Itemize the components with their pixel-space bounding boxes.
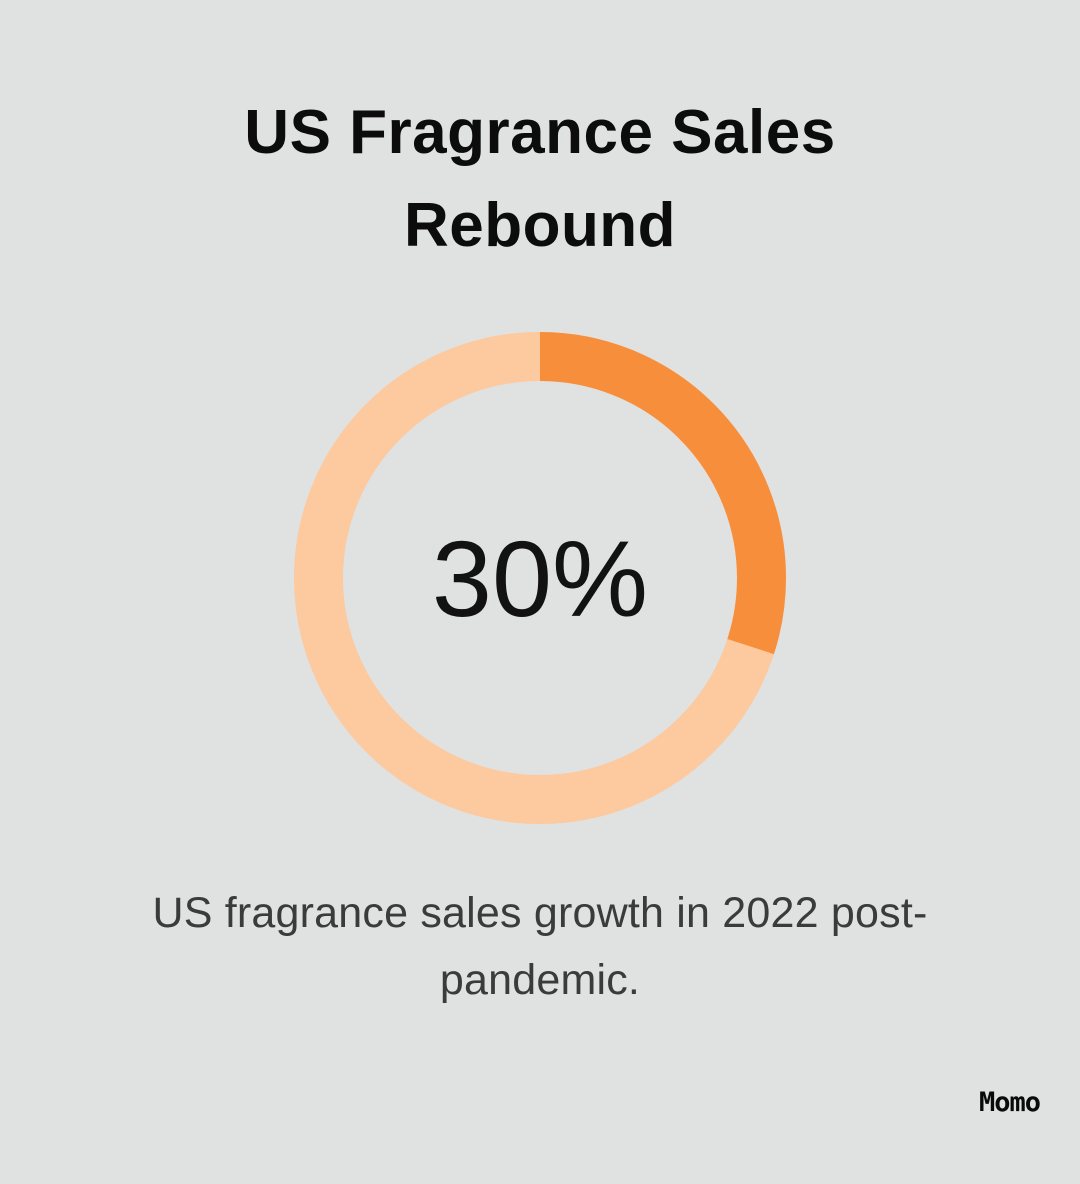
chart-caption-line-1: US fragrance sales growth in 2022 post- [152, 889, 928, 937]
page-title-line-2: Rebound [403, 191, 677, 260]
chart-caption: US fragrance sales growth in 2022 post- … [152, 880, 927, 1013]
donut-center-value: 30% [431, 517, 649, 639]
brand-logo: Momo [978, 1087, 1041, 1118]
page-title-line-1: US Fragrance Sales [244, 98, 836, 167]
donut-chart: 30% [294, 332, 786, 824]
chart-caption-line-2: pandemic. [439, 955, 641, 1004]
page-title: US Fragrance Sales Rebound [244, 86, 835, 272]
donut-chart-svg [294, 332, 786, 824]
donut-value-segment [294, 332, 786, 824]
